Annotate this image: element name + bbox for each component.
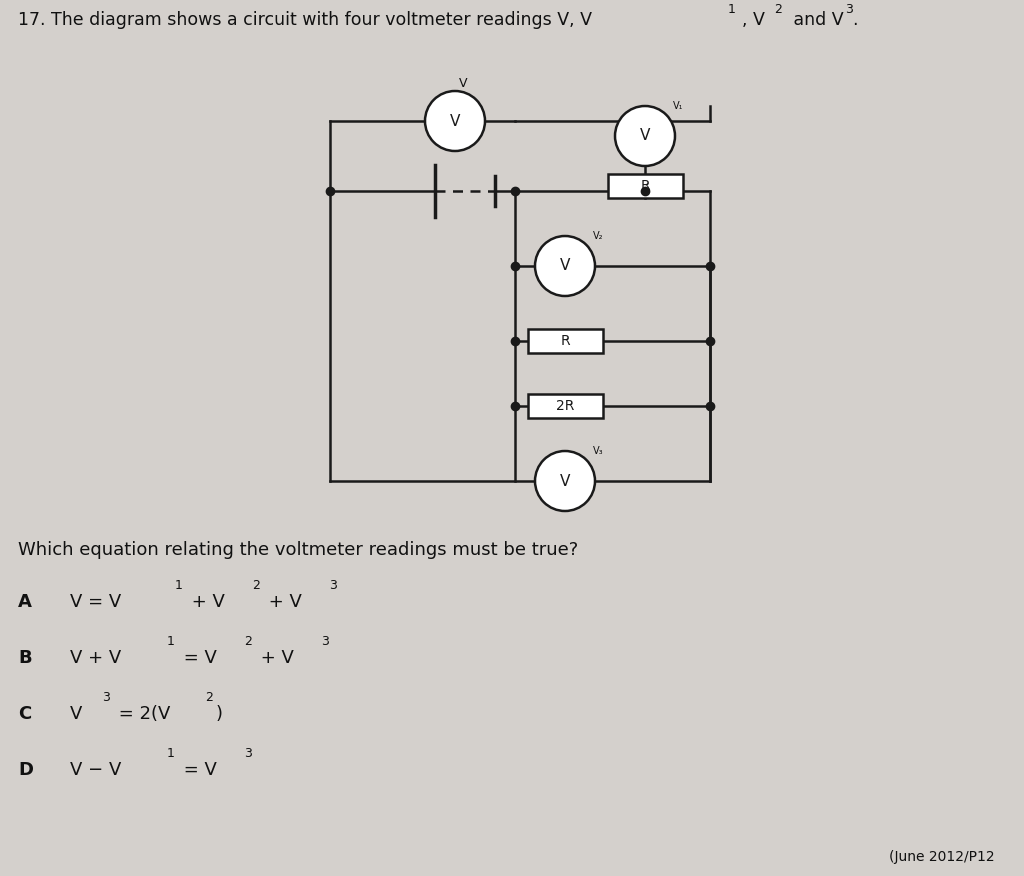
Text: = V: = V xyxy=(178,761,217,779)
Text: V₂: V₂ xyxy=(593,231,603,241)
Text: 3: 3 xyxy=(102,691,110,704)
Circle shape xyxy=(615,106,675,166)
Text: V = V: V = V xyxy=(70,593,121,611)
Text: 1: 1 xyxy=(167,635,175,648)
Text: 17. The diagram shows a circuit with four voltmeter readings V, V: 17. The diagram shows a circuit with fou… xyxy=(18,11,592,29)
Text: V₁: V₁ xyxy=(673,101,683,111)
Text: and V: and V xyxy=(788,11,844,29)
Text: V: V xyxy=(640,129,650,144)
Text: C: C xyxy=(18,705,32,723)
Text: 2: 2 xyxy=(252,579,260,592)
Circle shape xyxy=(535,451,595,511)
Text: B: B xyxy=(18,649,32,667)
Text: + V: + V xyxy=(263,593,302,611)
Text: A: A xyxy=(18,593,32,611)
Text: 2: 2 xyxy=(244,635,252,648)
Text: V: V xyxy=(459,77,467,90)
Text: V: V xyxy=(70,705,82,723)
Text: ): ) xyxy=(216,705,223,723)
Text: + V: + V xyxy=(186,593,225,611)
Text: .: . xyxy=(852,11,857,29)
Text: V₃: V₃ xyxy=(593,446,603,456)
Text: V: V xyxy=(450,114,460,129)
Text: 1: 1 xyxy=(167,747,175,760)
Text: V − V: V − V xyxy=(70,761,122,779)
Bar xyxy=(607,174,683,198)
Text: 1: 1 xyxy=(175,579,183,592)
Text: V: V xyxy=(560,474,570,489)
Text: (June 2012/P12: (June 2012/P12 xyxy=(890,850,995,864)
Text: , V: , V xyxy=(742,11,765,29)
Text: 3: 3 xyxy=(329,579,337,592)
Text: R: R xyxy=(560,334,569,348)
Text: V: V xyxy=(560,258,570,273)
Text: 2: 2 xyxy=(205,691,213,704)
Text: 1: 1 xyxy=(728,3,736,16)
Bar xyxy=(527,394,602,418)
Text: D: D xyxy=(18,761,33,779)
Text: = V: = V xyxy=(178,649,217,667)
Text: + V: + V xyxy=(255,649,294,667)
Text: Which equation relating the voltmeter readings must be true?: Which equation relating the voltmeter re… xyxy=(18,541,579,559)
Bar xyxy=(527,329,602,353)
Circle shape xyxy=(425,91,485,151)
Text: R: R xyxy=(640,179,650,193)
Text: 2: 2 xyxy=(774,3,782,16)
Text: = 2(V: = 2(V xyxy=(113,705,170,723)
Text: 3: 3 xyxy=(845,3,853,16)
Text: 3: 3 xyxy=(321,635,329,648)
Text: V + V: V + V xyxy=(70,649,121,667)
Text: 2R: 2R xyxy=(556,399,574,413)
Circle shape xyxy=(535,236,595,296)
Text: 3: 3 xyxy=(244,747,252,760)
